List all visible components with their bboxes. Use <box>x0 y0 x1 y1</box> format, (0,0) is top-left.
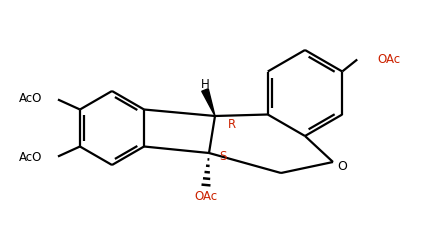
Text: AcO: AcO <box>19 151 42 164</box>
Text: OAc: OAc <box>194 190 218 203</box>
Text: OAc: OAc <box>377 53 401 66</box>
Text: H: H <box>201 77 209 91</box>
Text: R: R <box>228 118 236 131</box>
Polygon shape <box>202 89 215 116</box>
Text: S: S <box>219 150 227 163</box>
Text: O: O <box>337 160 347 173</box>
Text: AcO: AcO <box>19 92 42 105</box>
